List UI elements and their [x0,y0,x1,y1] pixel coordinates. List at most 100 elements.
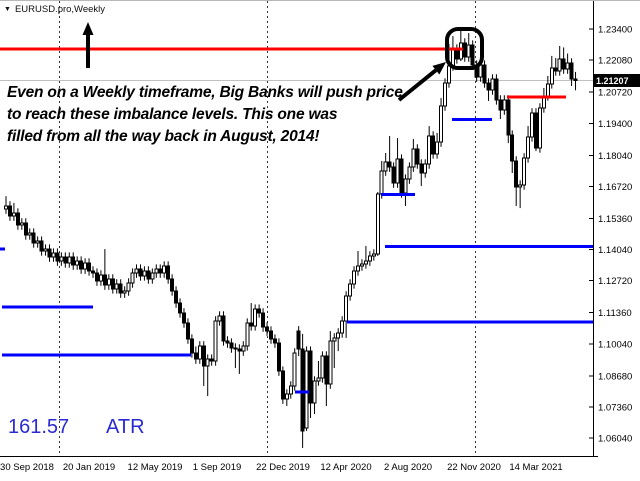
price-tick-label: 1.14040 [598,245,632,256]
bull-candle [407,166,412,180]
bull-candle [59,256,64,262]
bear-candle [170,278,175,292]
bull-candle [502,99,507,111]
candles-group [4,30,578,448]
bull-candle [545,83,550,97]
bull-candle [312,380,317,404]
bull-candle [466,44,471,58]
bear-candle [166,265,171,280]
bull-candle [332,337,337,342]
price-tick-label: 1.15360 [598,214,632,225]
dropdown-arrow-icon[interactable]: ▼ [4,6,11,13]
bear-candle [193,352,198,360]
bear-candle [15,212,20,226]
symbol-period-label[interactable]: ▼ EURUSD.pro,Weekly [4,4,105,15]
price-tick-label: 1.16720 [598,182,632,193]
bear-candle [261,312,266,328]
bear-candle [272,338,277,344]
date-tick-label: 30 Sep 2018 [0,462,54,473]
bear-candle [79,260,84,270]
bull-candle [490,78,495,91]
date-tick-label: 20 Jan 2019 [63,462,115,473]
bear-candle [257,308,262,314]
bull-candle [549,67,554,85]
price-tick-label: 1.06040 [598,434,632,445]
bull-candle [43,248,48,252]
bear-candle [268,330,273,340]
bear-candle [31,232,36,244]
bull-candle [241,345,246,352]
bull-candle [154,268,159,274]
bear-candle [280,370,285,400]
bear-candle [94,272,99,282]
bear-candle [391,166,396,184]
bear-candle [110,278,115,290]
bull-candle [530,112,535,138]
bear-candle [308,350,313,404]
bear-candle [462,42,467,58]
bull-candle [320,355,325,379]
date-tick-label: 14 Mar 2021 [509,462,562,473]
date-tick-label: 12 May 2019 [128,462,183,473]
atr-value: 161.57 [8,416,70,438]
bear-candle [498,99,503,111]
bull-candle [352,270,357,285]
bull-candle [284,393,289,400]
price-tick-label: 1.10040 [598,339,632,350]
bear-candle [146,270,151,280]
bear-candle [229,342,234,349]
bear-candle [39,240,44,252]
bull-candle [162,265,167,274]
arrow-to-box-icon[interactable] [397,62,446,102]
date-tick-label: 2 Aug 2020 [384,462,432,473]
bear-candle [55,252,60,262]
bear-candle [419,163,424,174]
bull-candle [518,184,523,188]
bear-candle [209,358,214,362]
current-price-badge: 1.21207 [593,74,640,88]
bear-candle [181,312,186,324]
highlight-circle[interactable] [445,27,484,70]
date-tick-label: 22 Dec 2019 [256,462,310,473]
symbol-period-text: EURUSD.pro,Weekly [14,4,106,15]
bull-candle [443,82,448,107]
bull-candle [288,385,293,395]
bear-candle [91,270,96,274]
bear-candle [514,160,519,188]
bull-candle [395,158,400,184]
bull-candle [340,320,345,334]
bear-candle [249,322,254,327]
bull-candle [328,340,333,385]
bear-candle [174,290,179,304]
bull-candle [142,270,147,277]
bear-candle [569,62,574,80]
bear-candle [573,78,578,82]
bull-candle [130,272,135,284]
bull-candle [557,58,562,72]
date-tick-label: 12 Apr 2020 [320,462,371,473]
arrow-to-box-icon-shaft [397,68,438,102]
arrow-up-icon[interactable] [82,22,94,68]
bull-candle [348,283,353,297]
bull-candle [375,193,380,255]
bull-candle [363,260,368,265]
bull-candle [150,272,155,280]
bull-candle [359,263,364,267]
bull-candle [427,135,432,165]
bear-candle [102,274,107,286]
bull-candle [526,136,531,159]
bear-candle [431,135,436,155]
bear-candle [189,338,194,354]
bear-candle [178,302,183,314]
bull-candle [565,62,570,70]
bear-candle [300,348,305,432]
bull-candle [336,332,341,339]
bull-candle [522,157,527,186]
atr-label: ATR [106,416,145,438]
bull-candle [122,290,127,294]
bear-candle [510,134,515,162]
bull-candle [367,255,372,262]
bull-candle [197,345,202,360]
